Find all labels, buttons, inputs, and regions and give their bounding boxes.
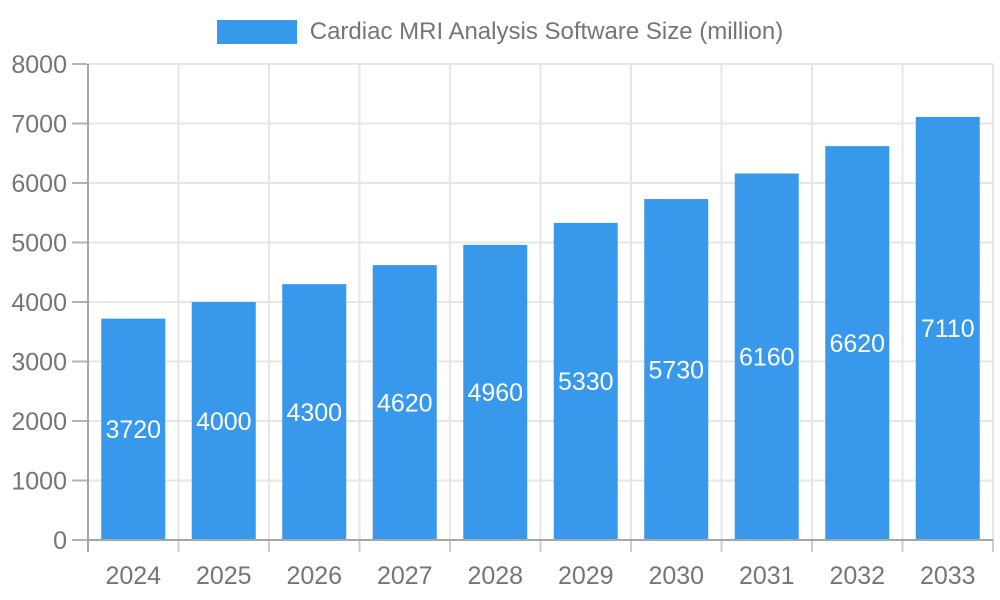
bar: [825, 146, 890, 541]
bar-value-label: 6620: [829, 330, 885, 358]
bar: [644, 199, 709, 540]
bar-value-label: 5730: [648, 356, 704, 384]
x-tick-label: 2033: [920, 562, 976, 590]
y-tick-label: 1000: [11, 467, 67, 495]
y-tick-label: 5000: [11, 229, 67, 257]
bar-value-label: 3720: [105, 416, 161, 444]
bar: [734, 173, 799, 541]
y-tick-label: 0: [53, 527, 67, 555]
bar: [915, 116, 980, 540]
bar: [372, 265, 437, 540]
x-tick-label: 2032: [829, 562, 885, 590]
x-tick-label: 2029: [558, 562, 614, 590]
y-tick-label: 8000: [11, 51, 67, 79]
x-tick-label: 2031: [739, 562, 795, 590]
bar: [101, 318, 166, 540]
y-tick-label: 6000: [11, 170, 67, 198]
y-tick-label: 7000: [11, 110, 67, 138]
x-tick-label: 2026: [286, 562, 342, 590]
x-tick-label: 2027: [377, 562, 433, 590]
bar-value-label: 6160: [739, 343, 795, 371]
bar: [553, 222, 618, 541]
bar-value-label: 7110: [921, 315, 975, 343]
x-tick-label: 2024: [105, 562, 161, 590]
bar: [282, 284, 347, 540]
bar: [463, 244, 528, 540]
x-tick-label: 2028: [467, 562, 523, 590]
bar: [191, 302, 256, 540]
bar-value-label: 5330: [558, 368, 614, 396]
bar-value-label: 4300: [286, 399, 342, 427]
y-tick-label: 3000: [11, 348, 67, 376]
bar-value-label: 4000: [196, 408, 252, 436]
y-tick-label: 4000: [11, 289, 67, 317]
y-tick-label: 2000: [11, 408, 67, 436]
x-tick-label: 2030: [648, 562, 704, 590]
bar-value-label: 4620: [377, 389, 433, 417]
bar-value-label: 4960: [467, 379, 523, 407]
x-tick-label: 2025: [196, 562, 252, 590]
